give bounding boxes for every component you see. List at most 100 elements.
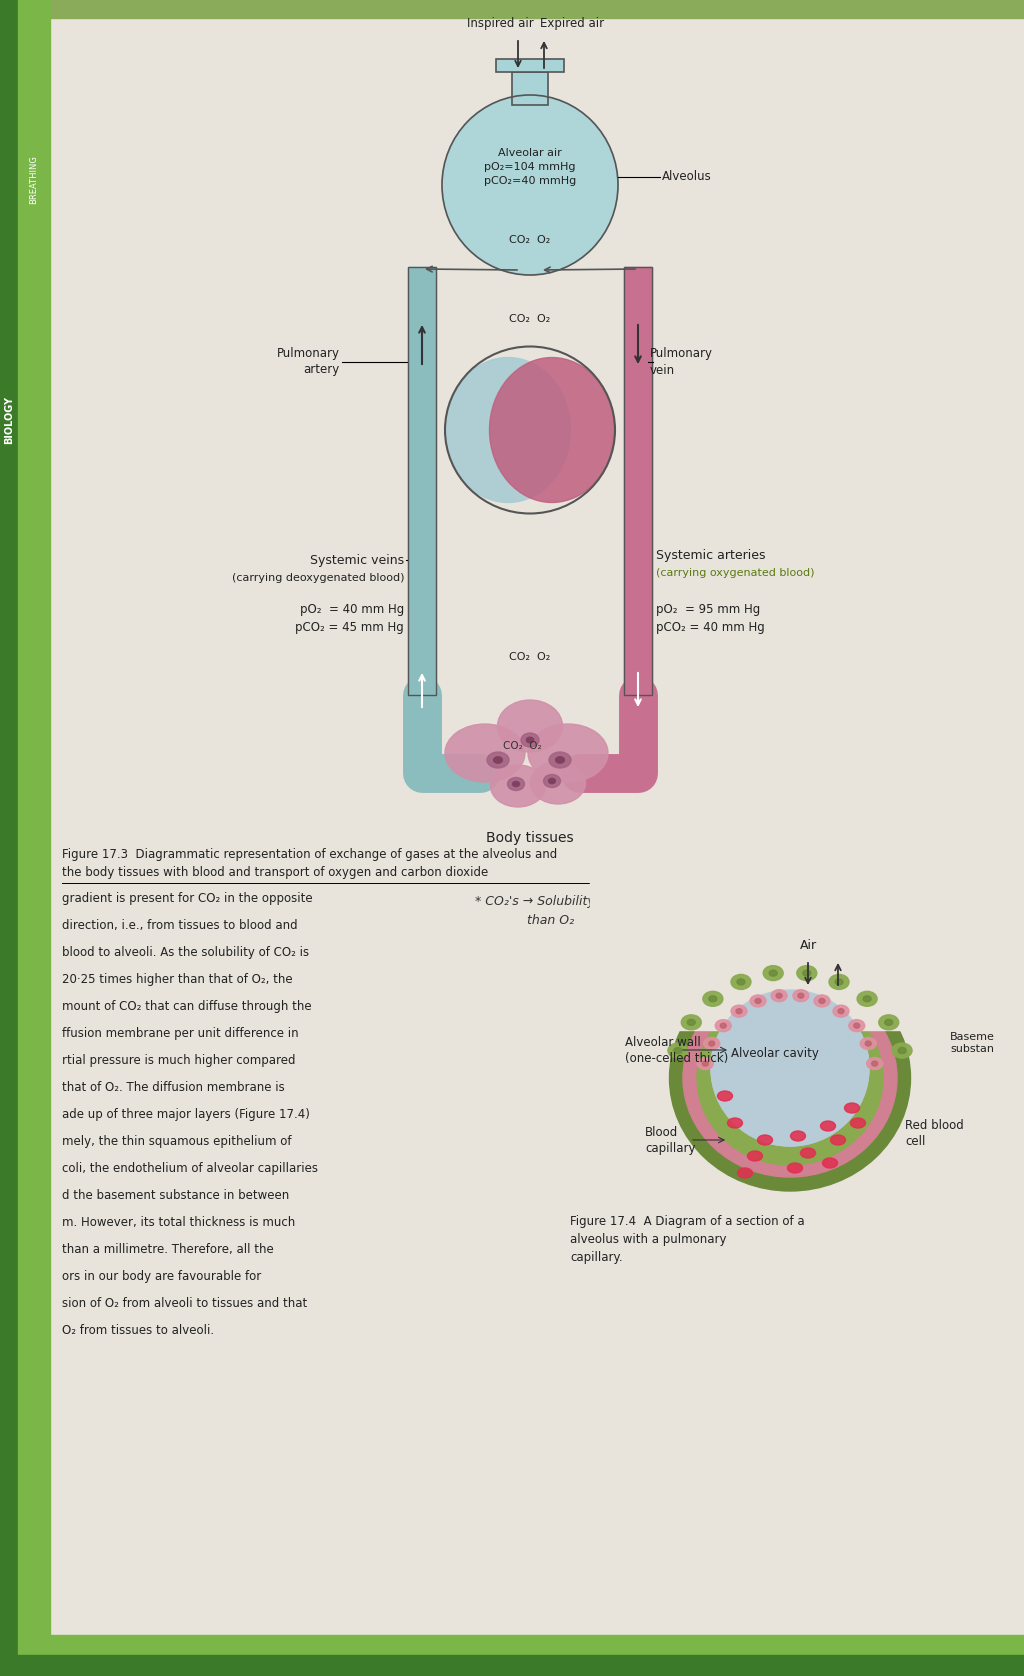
Ellipse shape <box>549 753 571 768</box>
Ellipse shape <box>697 1058 714 1069</box>
Text: CO₂  O₂: CO₂ O₂ <box>509 652 551 662</box>
Ellipse shape <box>445 357 570 503</box>
Ellipse shape <box>530 763 586 804</box>
Bar <box>18 0 50 1676</box>
Ellipse shape <box>526 737 534 742</box>
Ellipse shape <box>697 991 883 1165</box>
Text: Alveolar cavity: Alveolar cavity <box>731 1046 819 1059</box>
Bar <box>0 1636 1024 1676</box>
Text: (carrying oxygenated blood): (carrying oxygenated blood) <box>656 568 814 578</box>
Ellipse shape <box>758 1135 772 1145</box>
Ellipse shape <box>736 1009 742 1014</box>
Text: Systemic veins: Systemic veins <box>310 553 404 566</box>
Text: Inspired air: Inspired air <box>467 17 534 30</box>
Ellipse shape <box>556 758 564 763</box>
Ellipse shape <box>718 1091 732 1101</box>
Text: mely, the thin squamous epithelium of: mely, the thin squamous epithelium of <box>62 1135 292 1148</box>
Text: CO₂  O₂: CO₂ O₂ <box>509 235 551 245</box>
Ellipse shape <box>854 1022 860 1027</box>
Ellipse shape <box>830 1135 846 1145</box>
Text: direction, i.e., from tissues to blood and: direction, i.e., from tissues to blood a… <box>62 918 298 932</box>
Bar <box>408 266 436 696</box>
Ellipse shape <box>498 701 562 753</box>
Text: Pulmonary
vein: Pulmonary vein <box>650 347 713 377</box>
Text: Figure 17.4  A Diagram of a section of a: Figure 17.4 A Diagram of a section of a <box>570 1215 805 1229</box>
Ellipse shape <box>892 1042 912 1058</box>
Text: Baseme
substan: Baseme substan <box>950 1032 995 1054</box>
Bar <box>496 59 564 72</box>
Text: ade up of three major layers (Figure 17.4): ade up of three major layers (Figure 17.… <box>62 1108 310 1121</box>
Text: Alveolar wall
(one-celled thick): Alveolar wall (one-celled thick) <box>625 1036 728 1064</box>
Text: m. However, its total thickness is much: m. However, its total thickness is much <box>62 1217 295 1229</box>
Ellipse shape <box>851 1118 865 1128</box>
Ellipse shape <box>845 1103 859 1113</box>
Bar <box>624 266 652 696</box>
Text: Alveolar air
pO₂=104 mmHg
pCO₂=40 mmHg: Alveolar air pO₂=104 mmHg pCO₂=40 mmHg <box>484 147 577 186</box>
Ellipse shape <box>731 974 751 989</box>
Text: Systemic arteries: Systemic arteries <box>656 548 766 561</box>
Bar <box>50 0 1024 18</box>
Ellipse shape <box>668 1042 688 1058</box>
Text: Blood
capillary: Blood capillary <box>645 1126 695 1155</box>
Ellipse shape <box>681 1016 701 1029</box>
Ellipse shape <box>863 996 871 1002</box>
Ellipse shape <box>670 965 910 1192</box>
Ellipse shape <box>489 357 614 503</box>
Ellipse shape <box>835 979 843 985</box>
Ellipse shape <box>857 991 878 1006</box>
Text: that of O₂. The diffusion membrane is: that of O₂. The diffusion membrane is <box>62 1081 285 1094</box>
Ellipse shape <box>508 778 524 791</box>
Bar <box>512 72 548 106</box>
Ellipse shape <box>769 970 777 975</box>
Ellipse shape <box>720 1022 726 1027</box>
Ellipse shape <box>737 979 745 985</box>
Text: coli, the endothelium of alveolar capillaries: coli, the endothelium of alveolar capill… <box>62 1161 318 1175</box>
Ellipse shape <box>727 1118 742 1128</box>
Ellipse shape <box>822 1158 838 1168</box>
Bar <box>0 1654 1024 1676</box>
Text: O₂ from tissues to alveoli.: O₂ from tissues to alveoli. <box>62 1324 214 1337</box>
Ellipse shape <box>490 764 546 808</box>
Ellipse shape <box>833 1006 849 1017</box>
Text: BREATHING: BREATHING <box>30 156 39 204</box>
Ellipse shape <box>885 1019 893 1026</box>
Ellipse shape <box>793 989 809 1002</box>
Text: Body tissues: Body tissues <box>486 831 573 845</box>
Ellipse shape <box>771 989 787 1002</box>
Ellipse shape <box>748 1151 763 1161</box>
Ellipse shape <box>755 999 761 1004</box>
Text: Figure 17.3  Diagrammatic representation of exchange of gases at the alveolus an: Figure 17.3 Diagrammatic representation … <box>62 848 557 861</box>
Ellipse shape <box>683 979 897 1177</box>
Text: d the basement substance in between: d the basement substance in between <box>62 1188 289 1202</box>
Ellipse shape <box>711 991 869 1146</box>
Text: * CO₂'s → Solubility (20·25/1) < par
             than O₂: * CO₂'s → Solubility (20·25/1) < par tha… <box>475 895 696 927</box>
Text: the body tissues with blood and transport of oxygen and carbon dioxide: the body tissues with blood and transpor… <box>62 866 488 878</box>
Ellipse shape <box>787 1163 803 1173</box>
Text: CO₂  O₂: CO₂ O₂ <box>503 741 542 751</box>
Ellipse shape <box>814 996 830 1007</box>
Ellipse shape <box>860 1037 877 1049</box>
Ellipse shape <box>819 999 825 1004</box>
Text: BIOLOGY: BIOLOGY <box>4 396 14 444</box>
Ellipse shape <box>513 781 519 786</box>
Text: Expired air: Expired air <box>540 17 604 30</box>
Ellipse shape <box>709 1041 715 1046</box>
Ellipse shape <box>445 724 525 783</box>
Ellipse shape <box>731 1006 748 1017</box>
Ellipse shape <box>801 1148 815 1158</box>
Ellipse shape <box>750 996 766 1007</box>
Text: Alveolus: Alveolus <box>662 171 712 183</box>
Ellipse shape <box>702 1061 709 1066</box>
Text: pO₂  = 95 mm Hg
pCO₂ = 40 mm Hg: pO₂ = 95 mm Hg pCO₂ = 40 mm Hg <box>656 602 765 634</box>
Ellipse shape <box>829 974 849 989</box>
Text: than a millimetre. Therefore, all the: than a millimetre. Therefore, all the <box>62 1244 273 1255</box>
Ellipse shape <box>803 970 811 975</box>
Bar <box>590 880 990 1031</box>
Ellipse shape <box>865 1041 871 1046</box>
Text: alveolus with a pulmonary: alveolus with a pulmonary <box>570 1234 726 1245</box>
Bar <box>408 266 436 696</box>
Text: pO₂  = 40 mm Hg
pCO₂ = 45 mm Hg: pO₂ = 40 mm Hg pCO₂ = 45 mm Hg <box>295 602 404 634</box>
Ellipse shape <box>737 1168 753 1178</box>
Ellipse shape <box>820 1121 836 1131</box>
Text: Pulmonary
artery: Pulmonary artery <box>278 347 340 377</box>
